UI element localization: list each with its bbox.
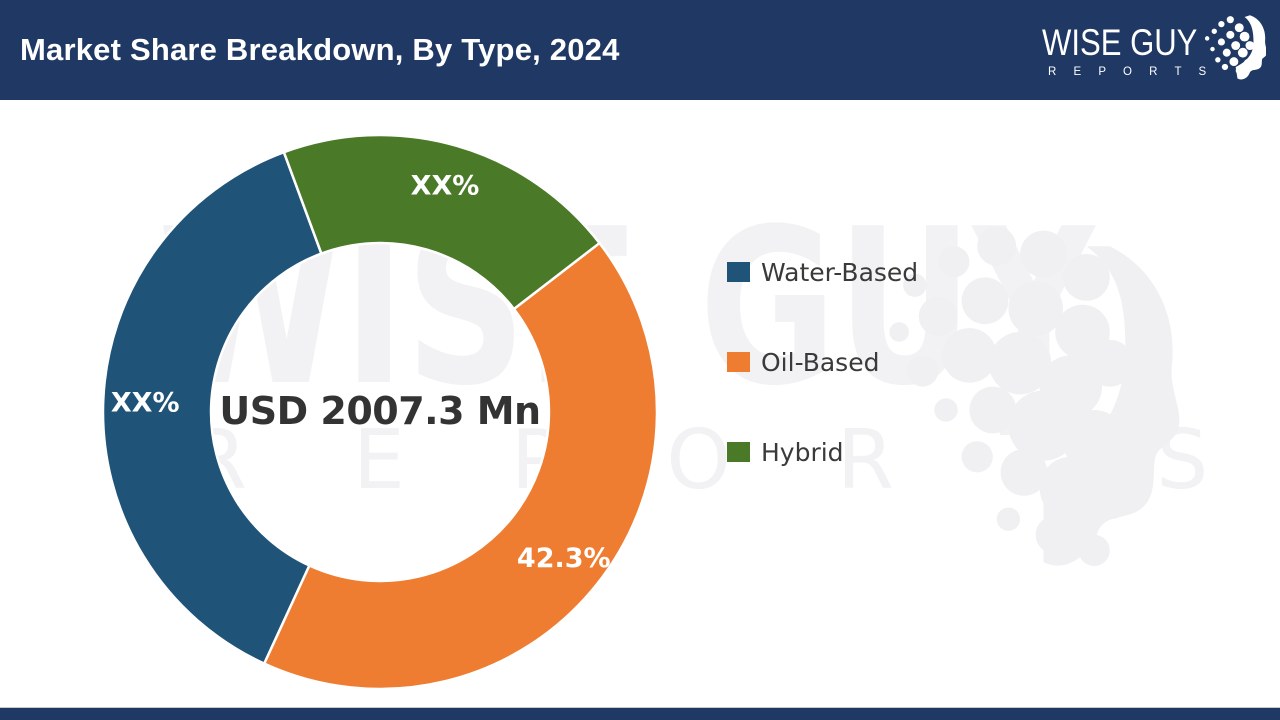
wiseguy-head-watermark-icon xyxy=(889,226,1180,566)
legend-swatch-hybrid xyxy=(727,442,750,462)
logo-subtext: R E P O R T S xyxy=(1048,66,1214,78)
legend-item-oil-based: Oil-Based xyxy=(727,340,918,384)
legend-item-hybrid: Hybrid xyxy=(727,430,918,474)
slice-label-hybrid: XX% xyxy=(411,171,480,202)
footer-bar xyxy=(0,707,1280,720)
chart-center-value: USD 2007.3 Mn xyxy=(219,389,540,433)
header-bar: Market Share Breakdown, By Type, 2024 WI… xyxy=(0,0,1280,100)
wiseguy-head-icon xyxy=(1204,15,1266,80)
pie-slice-water-based xyxy=(101,150,323,665)
legend: Water-Based Oil-Based Hybrid xyxy=(727,250,918,520)
legend-label-oil-based: Oil-Based xyxy=(761,347,880,377)
pie-slice-oil-based xyxy=(263,241,659,691)
page-title: Market Share Breakdown, By Type, 2024 xyxy=(20,32,620,67)
legend-item-water-based: Water-Based xyxy=(727,250,918,294)
legend-label-water-based: Water-Based xyxy=(761,257,919,287)
legend-swatch-oil-based xyxy=(727,352,750,372)
logo-text: WISE GUY xyxy=(1042,22,1198,63)
pie-slice-hybrid xyxy=(282,133,601,311)
legend-label-hybrid: Hybrid xyxy=(761,437,844,467)
wiseguy-logo: WISE GUY R E P O R T S xyxy=(1016,8,1266,92)
legend-swatch-water-based xyxy=(727,262,750,282)
slice-label-oil-based: 42.3% xyxy=(517,543,611,574)
slice-label-water-based: XX% xyxy=(111,387,180,418)
